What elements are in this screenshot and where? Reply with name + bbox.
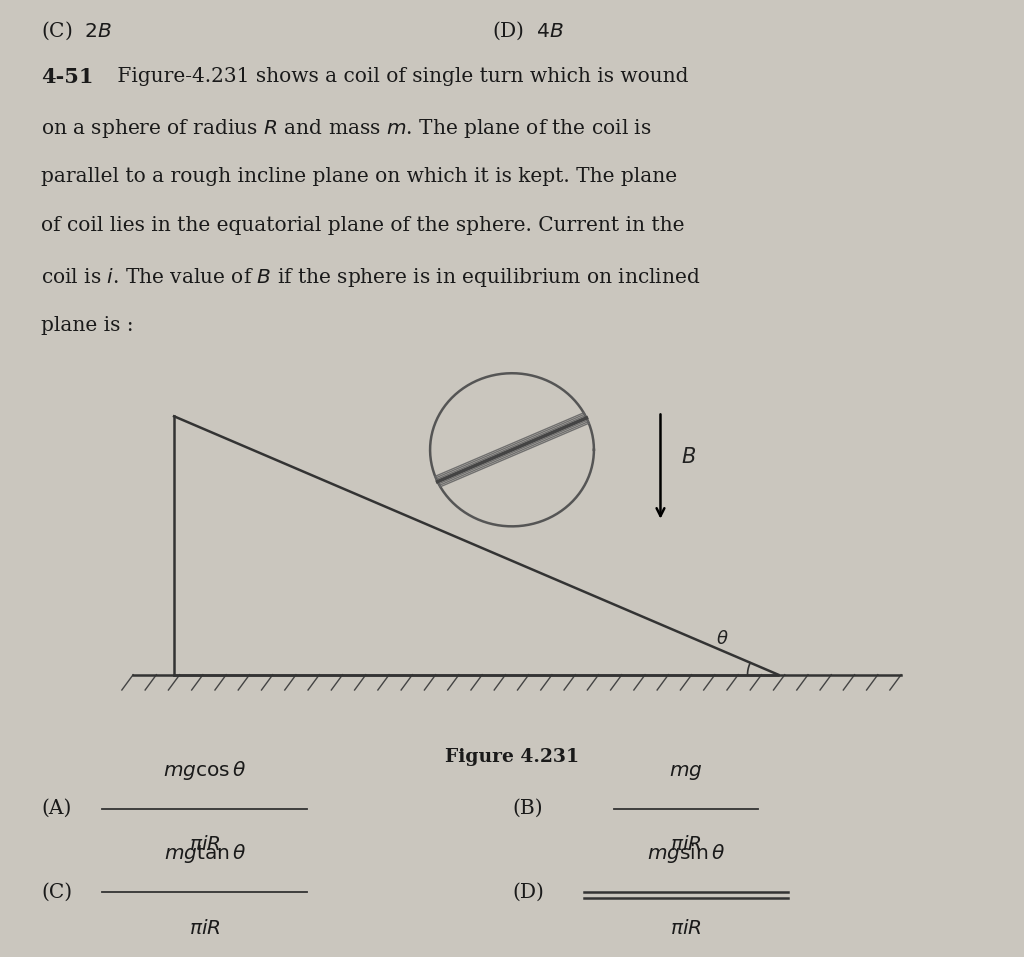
Text: $\pi iR$: $\pi iR$ xyxy=(670,835,702,855)
Text: $\pi iR$: $\pi iR$ xyxy=(188,835,221,855)
Text: (C)  $2B$: (C) $2B$ xyxy=(41,19,113,41)
Text: $\pi iR$: $\pi iR$ xyxy=(670,919,702,938)
Text: (A): (A) xyxy=(41,799,72,818)
Text: $B$: $B$ xyxy=(681,447,696,467)
Text: (B): (B) xyxy=(512,799,543,818)
Text: parallel to a rough incline plane on which it is kept. The plane: parallel to a rough incline plane on whi… xyxy=(41,167,677,186)
Text: $mg\sin\theta$: $mg\sin\theta$ xyxy=(647,842,725,865)
Text: $\theta$: $\theta$ xyxy=(716,630,728,648)
Text: (D)  $4B$: (D) $4B$ xyxy=(492,19,563,41)
Text: $mg\tan\theta$: $mg\tan\theta$ xyxy=(164,842,246,865)
Text: Figure-4.231 shows a coil of single turn which is wound: Figure-4.231 shows a coil of single turn… xyxy=(111,67,688,86)
Text: $mg$: $mg$ xyxy=(670,763,702,782)
Text: on a sphere of radius $R$ and mass $m$. The plane of the coil is: on a sphere of radius $R$ and mass $m$. … xyxy=(41,117,651,140)
Text: $\pi iR$: $\pi iR$ xyxy=(188,919,221,938)
Text: of coil lies in the equatorial plane of the sphere. Current in the: of coil lies in the equatorial plane of … xyxy=(41,216,684,235)
Text: 4-51: 4-51 xyxy=(41,67,93,87)
Text: $mg\cos\theta$: $mg\cos\theta$ xyxy=(163,759,247,782)
Text: Figure 4.231: Figure 4.231 xyxy=(445,748,579,767)
Text: (D): (D) xyxy=(512,882,544,901)
Text: coil is $i$. The value of $B$ if the sphere is in equilibrium on inclined: coil is $i$. The value of $B$ if the sph… xyxy=(41,266,700,289)
Text: plane is :: plane is : xyxy=(41,316,133,335)
Text: (C): (C) xyxy=(41,882,72,901)
